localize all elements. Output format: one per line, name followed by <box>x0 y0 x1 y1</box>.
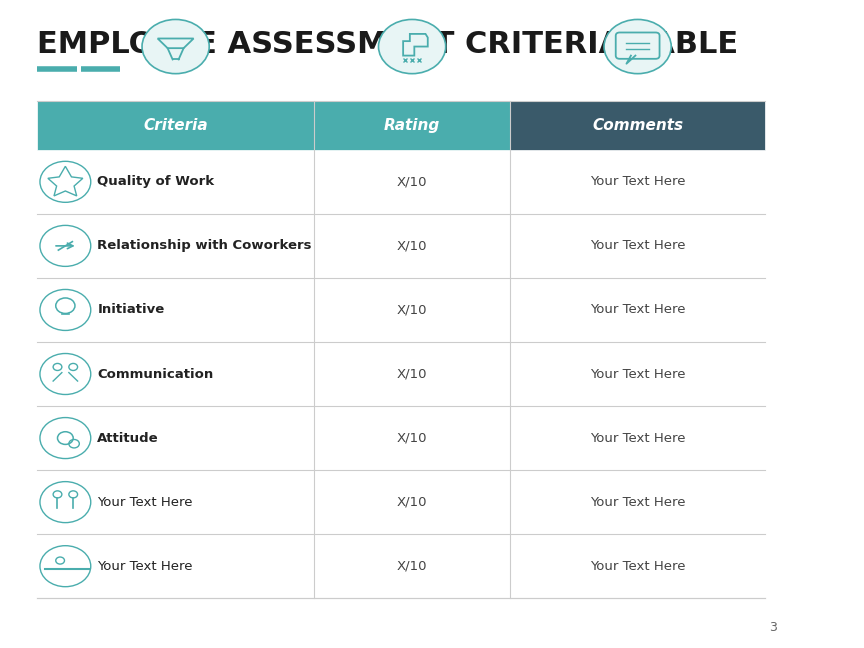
Text: X/10: X/10 <box>397 239 428 252</box>
Text: X/10: X/10 <box>397 176 428 189</box>
Text: X/10: X/10 <box>397 432 428 445</box>
FancyBboxPatch shape <box>37 406 765 470</box>
Circle shape <box>142 19 209 74</box>
Circle shape <box>378 19 446 74</box>
FancyBboxPatch shape <box>37 470 765 534</box>
Circle shape <box>604 19 671 74</box>
Text: Rating: Rating <box>384 118 441 133</box>
Text: 3: 3 <box>769 621 777 634</box>
FancyBboxPatch shape <box>37 101 314 150</box>
FancyBboxPatch shape <box>511 101 765 150</box>
Text: Quality of Work: Quality of Work <box>98 176 214 189</box>
Text: X/10: X/10 <box>397 496 428 509</box>
Text: Relationship with Coworkers: Relationship with Coworkers <box>98 239 312 252</box>
Text: Your Text Here: Your Text Here <box>590 560 685 573</box>
Text: Your Text Here: Your Text Here <box>98 496 193 509</box>
FancyBboxPatch shape <box>37 214 765 278</box>
Text: Attitude: Attitude <box>98 432 159 445</box>
Text: Communication: Communication <box>98 367 213 380</box>
Text: Your Text Here: Your Text Here <box>590 176 685 189</box>
Text: Your Text Here: Your Text Here <box>590 496 685 509</box>
FancyBboxPatch shape <box>37 278 765 342</box>
Text: EMPLOYEE ASSESSMENT CRITERIA TABLE: EMPLOYEE ASSESSMENT CRITERIA TABLE <box>37 30 739 60</box>
Text: X/10: X/10 <box>397 303 428 316</box>
Text: Your Text Here: Your Text Here <box>590 239 685 252</box>
Text: Your Text Here: Your Text Here <box>590 303 685 316</box>
Text: Your Text Here: Your Text Here <box>590 432 685 445</box>
FancyBboxPatch shape <box>37 150 765 214</box>
Text: Your Text Here: Your Text Here <box>98 560 193 573</box>
Text: Your Text Here: Your Text Here <box>590 367 685 380</box>
Text: Comments: Comments <box>592 118 683 133</box>
Text: X/10: X/10 <box>397 367 428 380</box>
Text: X/10: X/10 <box>397 560 428 573</box>
FancyBboxPatch shape <box>37 342 765 406</box>
FancyBboxPatch shape <box>314 101 511 150</box>
Text: Criteria: Criteria <box>143 118 208 133</box>
FancyBboxPatch shape <box>37 534 765 598</box>
Text: Initiative: Initiative <box>98 303 164 316</box>
